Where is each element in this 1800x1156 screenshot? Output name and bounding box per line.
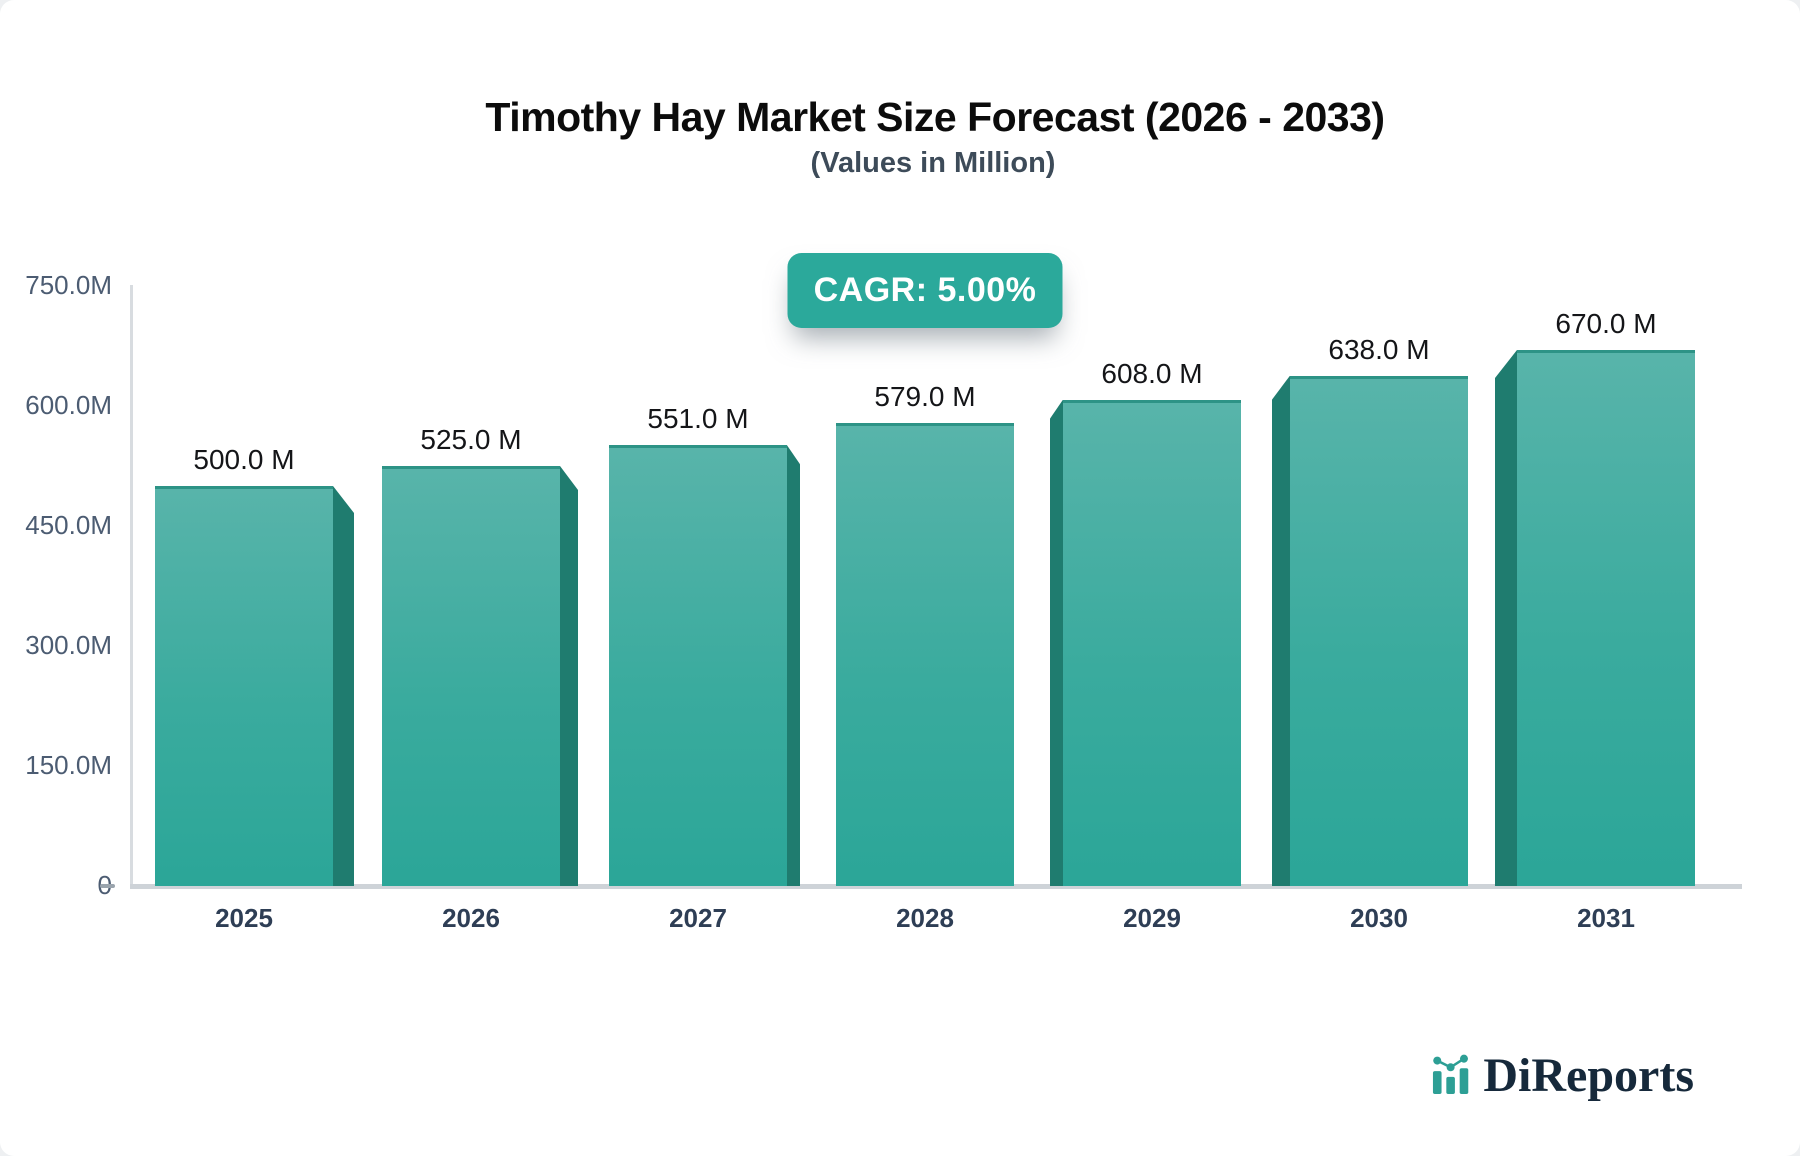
bar-side-face	[560, 466, 578, 886]
y-axis-label: 450.0M	[25, 510, 112, 540]
x-axis-label: 2031	[1577, 903, 1635, 933]
bar-2029	[1063, 399, 1241, 886]
bar-2026	[382, 466, 560, 886]
x-axis-label: 2026	[442, 903, 500, 933]
bar-side-face	[1495, 350, 1517, 886]
direports-logo: DiReports	[1431, 1048, 1694, 1102]
y-axis-line	[130, 285, 133, 889]
bar-2028	[836, 422, 1014, 886]
x-axis-label: 2027	[669, 903, 727, 933]
bar-side-face	[787, 445, 800, 886]
chart-title: Timothy Hay Market Size Forecast (2026 -…	[485, 94, 1385, 140]
logo-bars-icon	[1433, 1054, 1469, 1094]
bar-2030	[1290, 375, 1468, 886]
bar-value-label: 579.0 M	[874, 380, 976, 412]
bar-side-face	[1272, 375, 1290, 886]
bar-2027	[609, 445, 787, 886]
cagr-badge: CAGR: 5.00%	[787, 253, 1063, 328]
logo-wordmark: DiReports	[1483, 1048, 1694, 1102]
bar-value-label: 670.0 M	[1555, 308, 1657, 339]
x-axis-label: 2030	[1350, 903, 1408, 933]
chart-subtitle: (Values in Million)	[810, 147, 1056, 179]
y-axis-label: 600.0M	[25, 390, 112, 420]
bar-value-label: 551.0 M	[647, 403, 749, 435]
cagr-badge-label: CAGR: 5.00%	[813, 271, 1037, 309]
x-axis-label: 2025	[215, 903, 273, 933]
bar-value-label: 608.0 M	[1101, 357, 1203, 389]
bar-side-face	[333, 486, 354, 886]
bar-2025	[155, 486, 333, 886]
x-axis-baseline	[130, 884, 1742, 889]
bar-value-label: 525.0 M	[420, 424, 522, 455]
bar-side-face	[1050, 399, 1063, 886]
x-axis-label: 2029	[1123, 903, 1181, 933]
y-axis-label: 150.0M	[25, 750, 112, 780]
y-axis-label: 300.0M	[25, 630, 112, 660]
x-axis-label: 2028	[896, 903, 954, 933]
y-axis-zero-tick	[100, 884, 115, 888]
y-axis-label: 0	[0, 870, 112, 901]
y-axis-label: 750.0M	[25, 270, 112, 300]
bar-value-label: 500.0 M	[193, 444, 295, 475]
bar-2031	[1517, 350, 1695, 886]
bar-value-label: 638.0 M	[1328, 333, 1430, 365]
